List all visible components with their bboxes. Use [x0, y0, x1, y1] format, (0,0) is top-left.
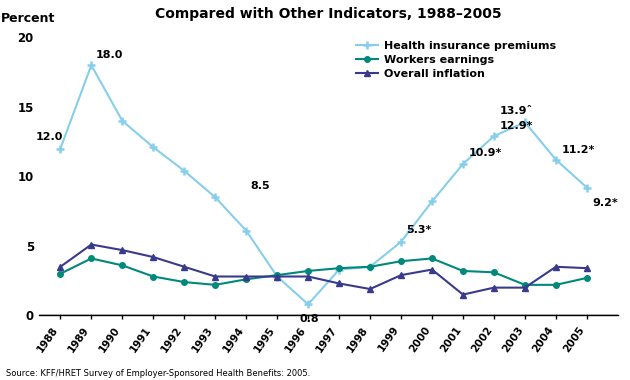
Workers earnings — [552, 283, 559, 287]
Overall inflation — [180, 264, 188, 269]
Workers earnings — [88, 256, 95, 261]
Text: 12.9*: 12.9* — [500, 121, 533, 131]
Overall inflation — [273, 274, 281, 279]
Health insurance premiums — [243, 228, 250, 233]
Workers earnings — [212, 283, 219, 287]
Health insurance premiums — [149, 145, 157, 149]
Health insurance premiums — [459, 162, 467, 166]
Overall inflation — [583, 266, 591, 271]
Workers earnings — [243, 277, 250, 282]
Overall inflation — [118, 248, 126, 252]
Text: 12.0: 12.0 — [35, 132, 63, 142]
Text: 10.9*: 10.9* — [469, 147, 502, 158]
Workers earnings — [490, 270, 498, 275]
Health insurance premiums — [521, 120, 529, 125]
Overall inflation — [88, 242, 95, 247]
Text: Source: KFF/HRET Survey of Employer-Sponsored Health Benefits: 2005.: Source: KFF/HRET Survey of Employer-Spon… — [6, 369, 311, 378]
Overall inflation — [212, 274, 219, 279]
Line: Health insurance premiums: Health insurance premiums — [56, 61, 591, 309]
Health insurance premiums — [180, 169, 188, 173]
Health insurance premiums — [335, 267, 343, 272]
Health insurance premiums — [398, 239, 405, 244]
Overall inflation — [366, 287, 374, 291]
Workers earnings — [304, 269, 312, 273]
Text: 11.2*: 11.2* — [561, 145, 595, 155]
Workers earnings — [180, 280, 188, 284]
Overall inflation — [335, 281, 343, 286]
Workers earnings — [459, 269, 467, 273]
Text: 0.8: 0.8 — [300, 314, 319, 325]
Workers earnings — [149, 274, 157, 279]
Health insurance premiums — [583, 185, 591, 190]
Overall inflation — [149, 255, 157, 259]
Legend: Health insurance premiums, Workers earnings, Overall inflation: Health insurance premiums, Workers earni… — [352, 38, 559, 82]
Workers earnings — [428, 256, 436, 261]
Workers earnings — [335, 266, 343, 271]
Overall inflation — [304, 274, 312, 279]
Health insurance premiums — [552, 157, 559, 162]
Overall inflation — [459, 292, 467, 297]
Title: Compared with Other Indicators, 1988–2005: Compared with Other Indicators, 1988–200… — [155, 7, 501, 21]
Text: 8.5: 8.5 — [250, 181, 270, 191]
Health insurance premiums — [212, 195, 219, 200]
Health insurance premiums — [88, 63, 95, 68]
Text: 13.9ˆ: 13.9ˆ — [500, 106, 533, 116]
Overall inflation — [552, 264, 559, 269]
Workers earnings — [366, 264, 374, 269]
Workers earnings — [521, 283, 529, 287]
Workers earnings — [398, 259, 405, 263]
Overall inflation — [57, 264, 64, 269]
Text: Percent: Percent — [1, 12, 55, 25]
Health insurance premiums — [118, 119, 126, 123]
Overall inflation — [243, 274, 250, 279]
Text: 5.3*: 5.3* — [406, 225, 432, 236]
Workers earnings — [57, 271, 64, 276]
Overall inflation — [428, 267, 436, 272]
Text: 18.0: 18.0 — [96, 50, 123, 60]
Text: 9.2*: 9.2* — [592, 198, 618, 207]
Overall inflation — [521, 285, 529, 290]
Health insurance premiums — [273, 274, 281, 279]
Health insurance premiums — [57, 146, 64, 151]
Health insurance premiums — [490, 134, 498, 138]
Health insurance premiums — [366, 264, 374, 269]
Health insurance premiums — [304, 302, 312, 307]
Line: Overall inflation: Overall inflation — [57, 242, 590, 298]
Overall inflation — [398, 273, 405, 277]
Health insurance premiums — [428, 199, 436, 204]
Workers earnings — [118, 263, 126, 268]
Line: Workers earnings: Workers earnings — [57, 256, 590, 288]
Overall inflation — [490, 285, 498, 290]
Workers earnings — [583, 276, 591, 280]
Workers earnings — [273, 273, 281, 277]
